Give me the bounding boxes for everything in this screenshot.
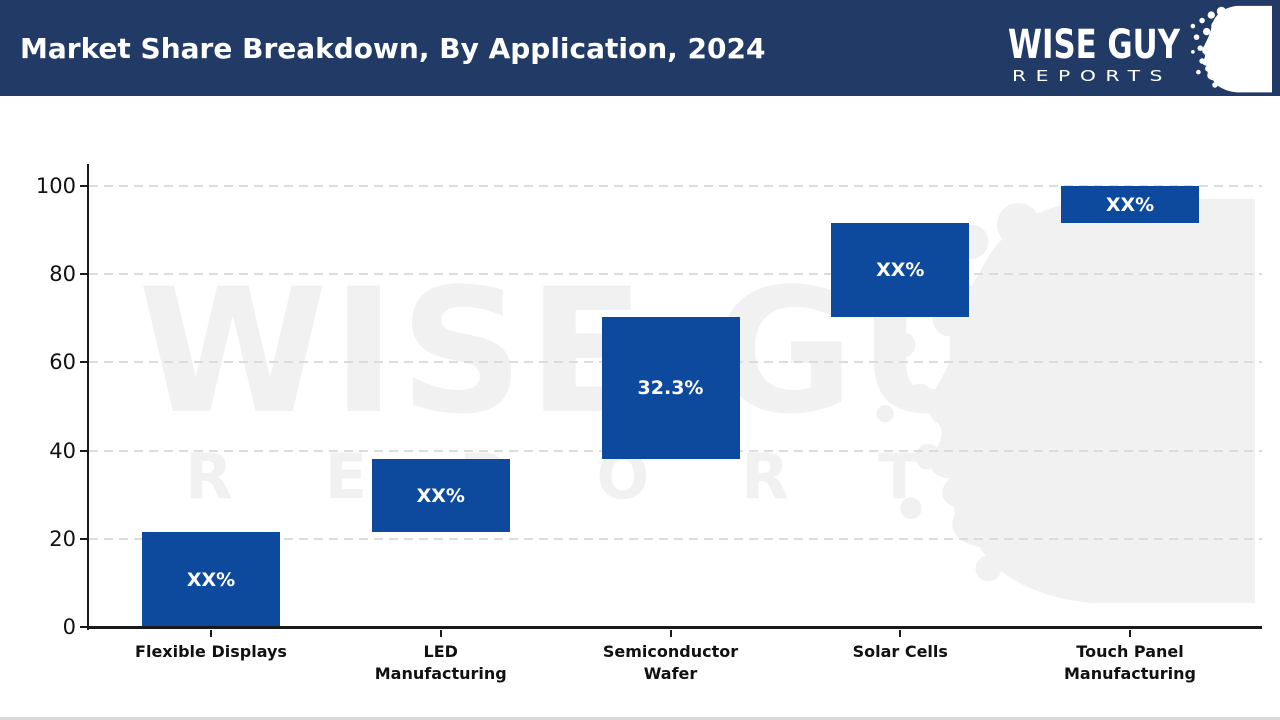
- x-axis-label-4: Touch Panel Manufacturing: [1064, 642, 1196, 683]
- bar-led-manufacturing: XX%: [371, 459, 510, 533]
- x-axis-label-3: Solar Cells: [852, 642, 948, 661]
- bar-semiconductor-wafer: 32.3%: [601, 316, 740, 460]
- x-axis-tick-0: [210, 630, 212, 637]
- bar-flexible-displays: XX%: [142, 532, 280, 627]
- y-axis-line: [87, 164, 89, 630]
- y-axis-label-100: 100: [35, 174, 76, 198]
- logo-tagline-text: REPORTS: [1012, 67, 1172, 85]
- x-axis-label-1: LED Manufacturing: [374, 642, 507, 683]
- x-axis-tick-1: [439, 630, 442, 637]
- bar-value-label: XX%: [876, 259, 925, 282]
- y-axis-tick-60: [80, 361, 88, 364]
- bar-solar-cells: XX%: [831, 223, 970, 317]
- y-axis-tick-0: [80, 626, 88, 628]
- logo-brand-text: WISE GUY: [1008, 22, 1181, 68]
- logo-face-icon: [1190, 5, 1272, 93]
- wise-guy-logo: WISE GUY REPORTS: [1008, 5, 1272, 93]
- header-bar: Market Share Breakdown, By Application, …: [0, 0, 1280, 96]
- bar-value-label: XX%: [186, 568, 236, 591]
- chart-area: WISE GUY REPORTS 0 20 40 60 80 100 XX% Flexible…: [0, 96, 1280, 717]
- y-axis-tick-20: [80, 537, 88, 540]
- gridline-80: [89, 273, 1262, 276]
- y-axis-label-80: 80: [49, 262, 76, 287]
- bar-value-label: 32.3%: [637, 377, 704, 400]
- y-axis-tick-40: [80, 449, 88, 452]
- bar-touch-panel-manufacturing: XX%: [1061, 186, 1199, 224]
- x-axis-line: [87, 626, 1262, 629]
- y-axis-label-40: 40: [49, 438, 76, 463]
- x-axis-label-2: Semiconductor Wafer: [602, 642, 739, 683]
- y-axis-label-0: 0: [62, 615, 76, 639]
- y-axis-label-60: 60: [49, 350, 76, 375]
- bar-value-label: XX%: [1105, 193, 1155, 216]
- x-axis-tick-4: [1129, 630, 1131, 637]
- y-axis-label-20: 20: [49, 526, 76, 551]
- x-axis-tick-3: [899, 630, 902, 637]
- gridline-20: [89, 537, 1262, 540]
- y-axis-tick-100: [80, 185, 88, 187]
- x-axis-label-0: Flexible Displays: [135, 642, 287, 661]
- bottom-border: [0, 717, 1280, 720]
- x-axis-tick-2: [669, 630, 672, 637]
- bar-value-label: XX%: [416, 484, 465, 507]
- y-axis-tick-80: [80, 273, 88, 276]
- gridline-100: [89, 185, 1262, 187]
- page-title: Market Share Breakdown, By Application, …: [20, 31, 766, 65]
